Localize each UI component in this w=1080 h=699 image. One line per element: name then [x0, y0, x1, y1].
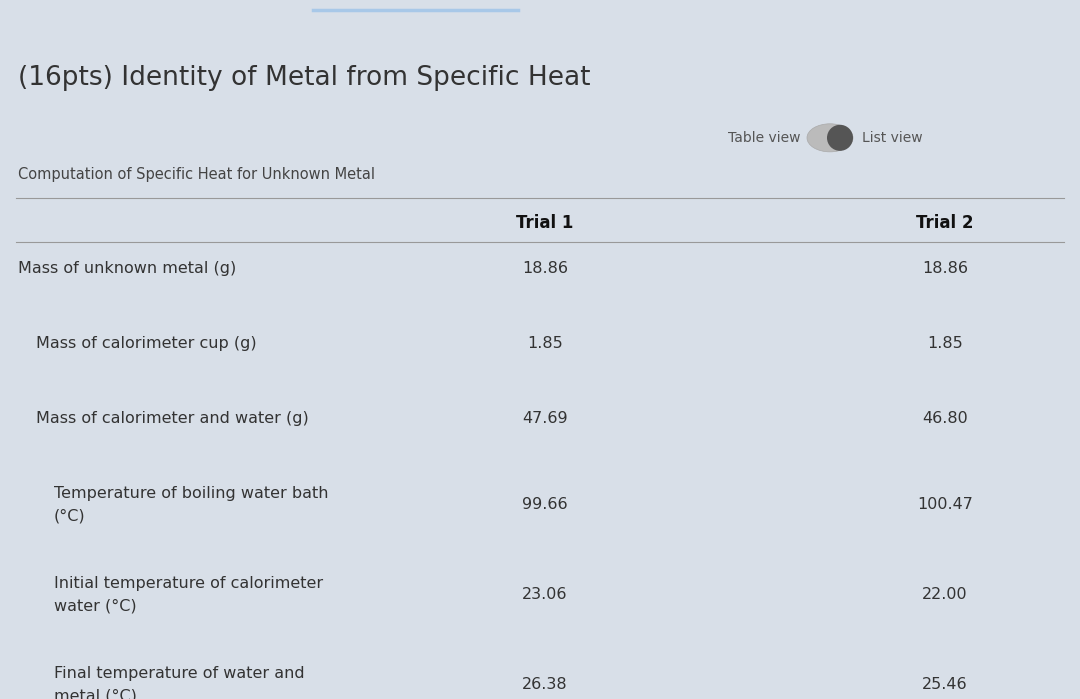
- Text: Temperature of boiling water bath: Temperature of boiling water bath: [54, 486, 328, 501]
- Text: Initial temperature of calorimeter: Initial temperature of calorimeter: [54, 576, 323, 591]
- Circle shape: [827, 125, 853, 151]
- Text: (16pts) Identity of Metal from Specific Heat: (16pts) Identity of Metal from Specific …: [18, 65, 591, 91]
- Text: 26.38: 26.38: [523, 677, 568, 693]
- Text: water (°C): water (°C): [54, 598, 137, 613]
- Text: 100.47: 100.47: [917, 497, 973, 512]
- Text: 47.69: 47.69: [523, 411, 568, 426]
- Text: metal (°C): metal (°C): [54, 689, 137, 699]
- Text: Trial 1: Trial 1: [516, 214, 573, 232]
- Text: Mass of calorimeter cup (g): Mass of calorimeter cup (g): [36, 336, 257, 351]
- Text: (°C): (°C): [54, 508, 85, 523]
- Text: Table view: Table view: [728, 131, 800, 145]
- Text: 1.85: 1.85: [927, 336, 963, 351]
- Text: 23.06: 23.06: [523, 587, 568, 603]
- Text: 18.86: 18.86: [522, 261, 568, 275]
- Text: 25.46: 25.46: [922, 677, 968, 693]
- Text: 18.86: 18.86: [922, 261, 968, 275]
- Text: 1.85: 1.85: [527, 336, 563, 351]
- Text: 46.80: 46.80: [922, 411, 968, 426]
- Text: Mass of calorimeter and water (g): Mass of calorimeter and water (g): [36, 411, 309, 426]
- Text: 22.00: 22.00: [922, 587, 968, 603]
- Text: Mass of unknown metal (g): Mass of unknown metal (g): [18, 261, 237, 275]
- Text: Trial 2: Trial 2: [916, 214, 974, 232]
- Text: List view: List view: [862, 131, 922, 145]
- Text: 99.66: 99.66: [523, 497, 568, 512]
- Text: Computation of Specific Heat for Unknown Metal: Computation of Specific Heat for Unknown…: [18, 167, 375, 182]
- Text: Final temperature of water and: Final temperature of water and: [54, 666, 305, 682]
- Ellipse shape: [807, 124, 853, 152]
